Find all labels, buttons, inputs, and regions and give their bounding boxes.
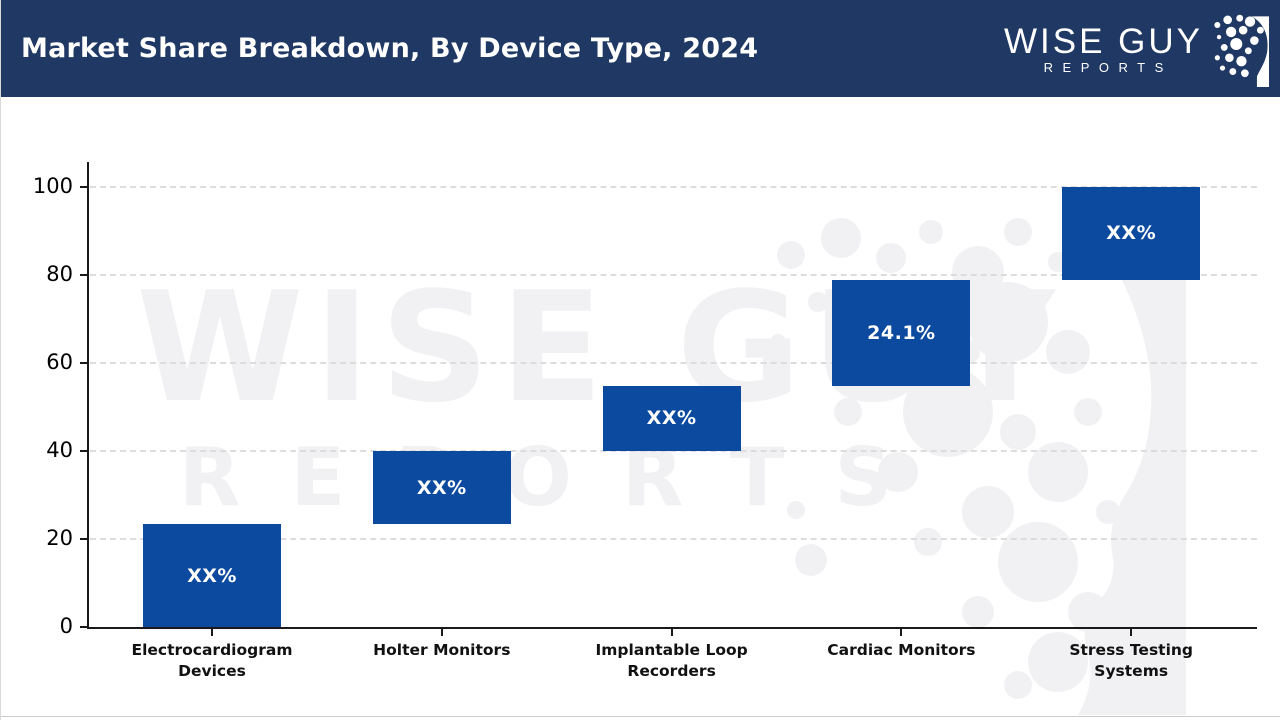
x-tick-mark xyxy=(211,629,213,636)
bar-value-label: XX% xyxy=(187,564,237,587)
bar-value-label: XX% xyxy=(416,476,467,499)
x-tick-label-stress-testing-systems: Stress Testing Systems xyxy=(1069,641,1194,680)
bar-holter-monitors: XX% xyxy=(372,451,511,525)
x-tick-label-implantable-loop-recorders: Implantable Loop Recorders xyxy=(595,641,748,680)
bar-implantable-loop-recorders: XX% xyxy=(602,385,741,451)
bottom-border-line xyxy=(1,716,1280,717)
gridline-y20 xyxy=(90,538,1257,540)
gridline-y80 xyxy=(90,274,1257,276)
y-tick-mark xyxy=(80,362,88,364)
y-tick-mark xyxy=(80,186,88,188)
bar-value-label: 24.1% xyxy=(867,321,936,344)
y-tick-label: 0 xyxy=(59,614,73,638)
x-tick-label-cardiac-monitors: Cardiac Monitors xyxy=(827,641,976,659)
y-tick-mark xyxy=(80,626,88,628)
bar-value-label: XX% xyxy=(1106,222,1157,245)
x-tick-mark xyxy=(670,629,673,636)
bar-stress-testing-systems: XX% xyxy=(1062,187,1201,280)
y-tick-mark xyxy=(80,538,88,540)
x-axis-line xyxy=(87,627,1257,629)
y-tick-mark xyxy=(80,450,88,452)
x-tick-label-electrocardiogram-devices: Electrocardiogram Devices xyxy=(131,641,293,680)
logo-head-icon xyxy=(1214,14,1269,88)
y-axis-line xyxy=(87,162,89,629)
logo-text: WISE GUY REPORTS xyxy=(1004,24,1203,75)
bar-cardiac-monitors: 24.1% xyxy=(832,279,971,386)
gridline-y60 xyxy=(90,362,1257,364)
gridline-y100 xyxy=(90,186,1257,188)
y-tick-label: 40 xyxy=(46,438,73,462)
wiseguy-logo: WISE GUY REPORTS xyxy=(1004,10,1269,90)
y-tick-label: 80 xyxy=(46,262,73,286)
gridline-y40 xyxy=(90,450,1257,452)
y-tick-label: 60 xyxy=(46,350,73,374)
y-tick-label: 100 xyxy=(32,174,73,198)
y-tick-label: 20 xyxy=(46,526,73,550)
logo-reports-label: REPORTS xyxy=(1043,60,1173,76)
x-tick-mark xyxy=(1130,629,1133,636)
bar-electrocardiogram-devices: XX% xyxy=(143,524,281,627)
header-bar: Market Share Breakdown, By Device Type, … xyxy=(1,0,1280,97)
y-tick-mark xyxy=(80,274,88,276)
logo-wiseguy-label: WISE GUY xyxy=(1003,22,1203,62)
x-tick-mark xyxy=(440,629,443,636)
x-tick-label-holter-monitors: Holter Monitors xyxy=(373,641,511,659)
bar-value-label: XX% xyxy=(646,407,697,430)
x-tick-mark xyxy=(900,629,903,636)
page-title: Market Share Breakdown, By Device Type, … xyxy=(21,33,759,64)
